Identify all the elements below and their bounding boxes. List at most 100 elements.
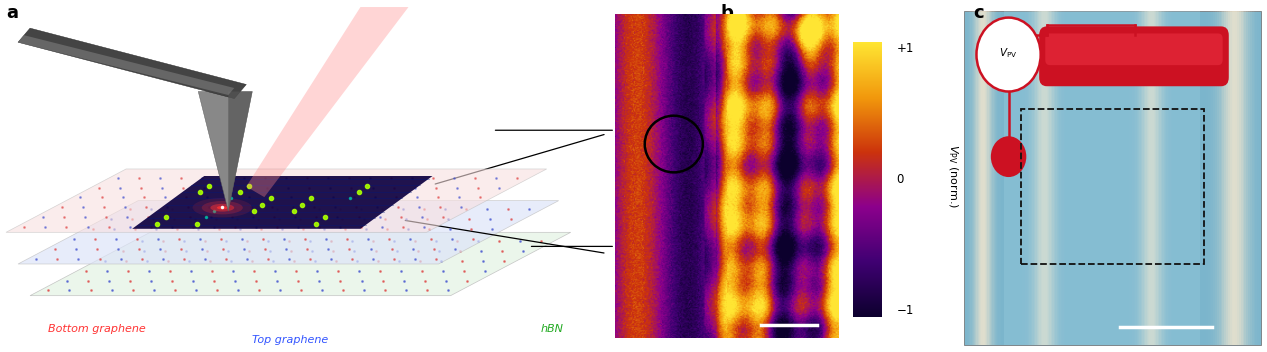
Bar: [1152, 11, 1154, 345]
Bar: [1256, 11, 1257, 345]
Text: c: c: [973, 4, 984, 21]
Bar: [1232, 11, 1233, 345]
Bar: [1138, 11, 1139, 345]
Bar: [1031, 11, 1033, 345]
Bar: [1047, 11, 1048, 345]
FancyBboxPatch shape: [1039, 26, 1229, 86]
Bar: [1131, 11, 1133, 345]
Bar: [1168, 11, 1169, 345]
Bar: [1233, 11, 1235, 345]
Bar: [1026, 11, 1028, 345]
Polygon shape: [132, 176, 432, 229]
Bar: [1143, 11, 1144, 345]
Text: b: b: [721, 4, 734, 21]
Bar: [1145, 11, 1147, 345]
Ellipse shape: [210, 204, 234, 212]
Bar: [1129, 11, 1131, 345]
Bar: [1057, 11, 1058, 345]
Bar: [1237, 11, 1239, 345]
Bar: [1206, 11, 1207, 345]
Bar: [1248, 11, 1249, 345]
Bar: [1169, 11, 1171, 345]
Bar: [1216, 11, 1219, 345]
Bar: [1038, 11, 1039, 345]
Bar: [1140, 11, 1143, 345]
Bar: [1257, 11, 1259, 345]
Polygon shape: [198, 92, 252, 211]
Bar: [1045, 11, 1047, 345]
Bar: [1048, 11, 1049, 345]
Text: hBN: hBN: [541, 325, 564, 334]
Bar: [1159, 11, 1161, 345]
Bar: [1134, 11, 1135, 345]
Bar: [1039, 11, 1041, 345]
Bar: [1021, 109, 1205, 264]
Bar: [1211, 11, 1214, 345]
Bar: [1252, 11, 1253, 345]
Circle shape: [991, 136, 1026, 177]
Polygon shape: [18, 201, 559, 264]
Bar: [1207, 11, 1210, 345]
Bar: [1060, 11, 1062, 345]
Polygon shape: [30, 232, 570, 296]
Text: +1: +1: [896, 42, 914, 55]
Bar: [1156, 11, 1157, 345]
Bar: [1215, 11, 1216, 345]
Polygon shape: [18, 28, 246, 99]
Polygon shape: [18, 35, 234, 95]
Bar: [1235, 11, 1237, 345]
Bar: [1059, 11, 1060, 345]
Bar: [1223, 11, 1224, 345]
Bar: [1041, 11, 1043, 345]
Polygon shape: [6, 169, 546, 232]
Bar: [1161, 11, 1162, 345]
Bar: [1171, 11, 1172, 345]
Text: Bottom graphene: Bottom graphene: [48, 325, 146, 334]
Ellipse shape: [193, 198, 252, 218]
Text: Top graphene: Top graphene: [252, 335, 328, 345]
Bar: [1154, 11, 1156, 345]
Bar: [1247, 11, 1248, 345]
Bar: [1135, 11, 1136, 345]
Bar: [1210, 11, 1211, 345]
Bar: [1003, 11, 1200, 345]
Bar: [1240, 11, 1243, 345]
Ellipse shape: [217, 206, 228, 209]
Bar: [1167, 11, 1168, 345]
Bar: [1044, 11, 1045, 345]
Bar: [1214, 11, 1215, 345]
Bar: [1219, 11, 1220, 345]
Bar: [1028, 11, 1030, 345]
Bar: [1228, 11, 1230, 345]
Bar: [1158, 11, 1159, 345]
Bar: [1226, 11, 1228, 345]
Bar: [1062, 11, 1064, 345]
Bar: [1163, 11, 1166, 345]
Polygon shape: [246, 7, 408, 197]
Bar: [1239, 11, 1240, 345]
Circle shape: [977, 18, 1040, 92]
Bar: [1220, 11, 1223, 345]
Bar: [1253, 11, 1256, 345]
Text: −1: −1: [896, 304, 914, 317]
Bar: [1144, 11, 1145, 345]
Bar: [1043, 11, 1044, 345]
Bar: [1036, 11, 1038, 345]
Text: 0: 0: [896, 173, 903, 186]
Bar: [1149, 11, 1150, 345]
Bar: [1034, 11, 1035, 345]
Text: $V_\mathrm{PV}$: $V_\mathrm{PV}$: [1000, 46, 1017, 60]
Bar: [1139, 11, 1140, 345]
Bar: [1162, 11, 1163, 345]
Bar: [1022, 11, 1024, 345]
Bar: [1064, 11, 1066, 345]
Bar: [1249, 11, 1252, 345]
Ellipse shape: [201, 201, 243, 214]
Bar: [1230, 11, 1232, 345]
Bar: [1224, 11, 1226, 345]
Bar: [1053, 11, 1054, 345]
Bar: [1166, 11, 1167, 345]
Bar: [1244, 11, 1247, 345]
Bar: [1035, 11, 1036, 345]
Bar: [1148, 11, 1149, 345]
